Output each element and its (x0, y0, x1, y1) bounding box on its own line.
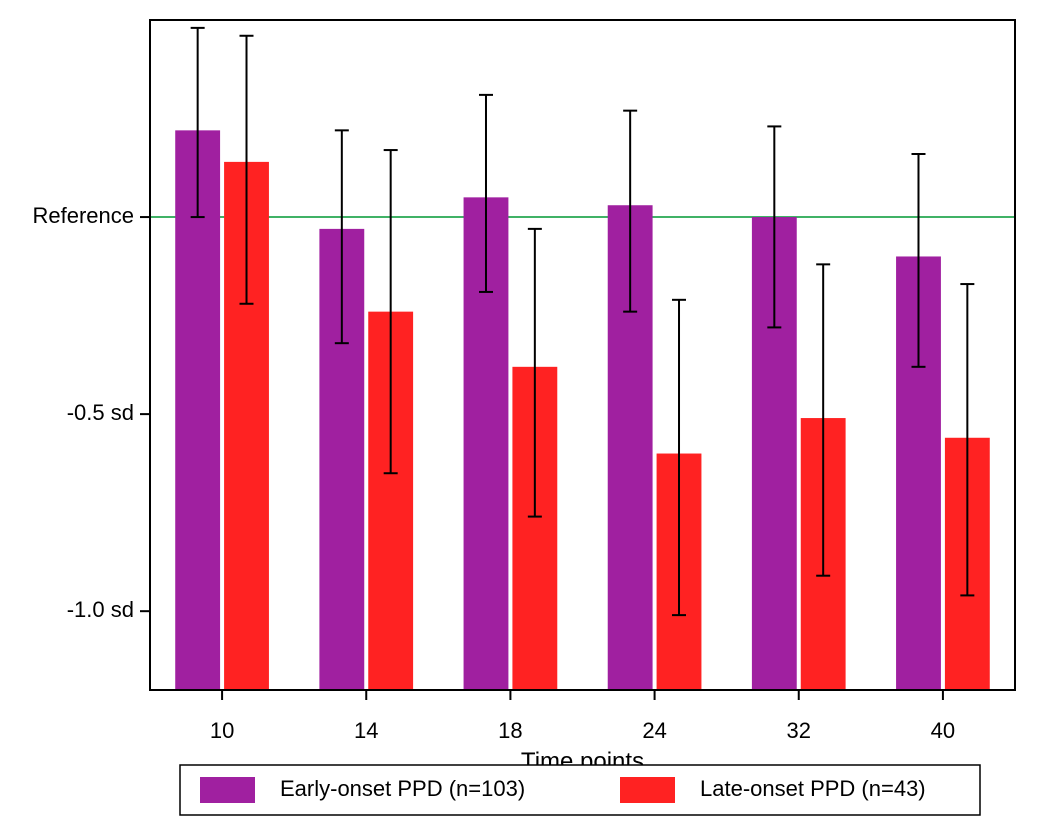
x-tick-label: 10 (210, 718, 234, 743)
x-tick-label: 40 (931, 718, 955, 743)
x-tick-label: 18 (498, 718, 522, 743)
plot-area (150, 20, 1015, 690)
legend-label: Early-onset PPD (n=103) (280, 776, 525, 801)
x-tick-label: 14 (354, 718, 378, 743)
x-tick-label: 24 (642, 718, 666, 743)
y-tick-label: Reference (32, 203, 134, 228)
chart-container: Reference-0.5 sd-1.0 sd101418243240Time … (0, 0, 1048, 831)
bar-chart: Reference-0.5 sd-1.0 sd101418243240Time … (0, 0, 1048, 831)
y-tick-label: -0.5 sd (67, 400, 134, 425)
legend-swatch (200, 777, 255, 803)
x-tick-label: 32 (787, 718, 811, 743)
y-tick-label: -1.0 sd (67, 597, 134, 622)
legend-swatch (620, 777, 675, 803)
legend-label: Late-onset PPD (n=43) (700, 776, 926, 801)
